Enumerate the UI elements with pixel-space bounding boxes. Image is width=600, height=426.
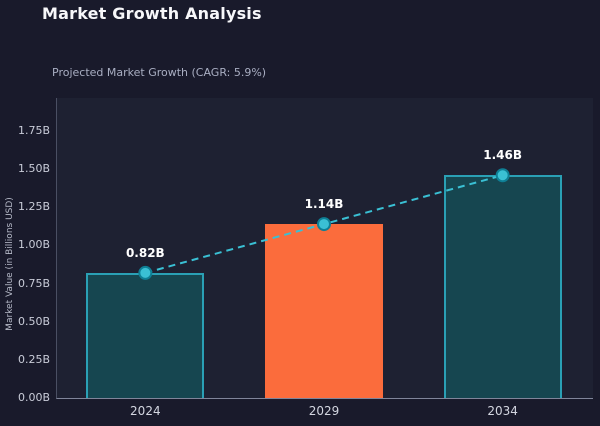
chart-subtitle: Projected Market Growth (CAGR: 5.9%) (52, 66, 267, 79)
y-tick-label: 1.50B (17, 162, 50, 176)
x-tick-label-2024: 2024 (130, 404, 161, 418)
value-label-2034: 1.46B (483, 148, 523, 163)
y-tick-label: 1.00B (17, 238, 50, 252)
value-label-2029: 1.14B (304, 197, 344, 212)
bar-2024 (86, 272, 205, 398)
y-tick-label: 1.25B (17, 200, 50, 214)
chart-title: Market Growth Analysis (42, 4, 262, 23)
value-label-2024: 0.82B (125, 245, 165, 260)
x-tick-label-2034: 2034 (487, 404, 518, 418)
bar-2034 (443, 175, 562, 398)
y-tick-label: 0.50B (17, 314, 50, 328)
x-tick-label-2029: 2029 (308, 404, 340, 418)
y-tick-label: 0.00B (17, 391, 50, 404)
y-tick-label: 0.25B (17, 352, 50, 366)
y-tick-label: 0.75B (17, 276, 50, 290)
y-tick-label: 1.75B (17, 124, 50, 137)
y-axis-label: Market Value (in Billions USD) (5, 197, 15, 331)
bar-2029 (265, 224, 383, 398)
